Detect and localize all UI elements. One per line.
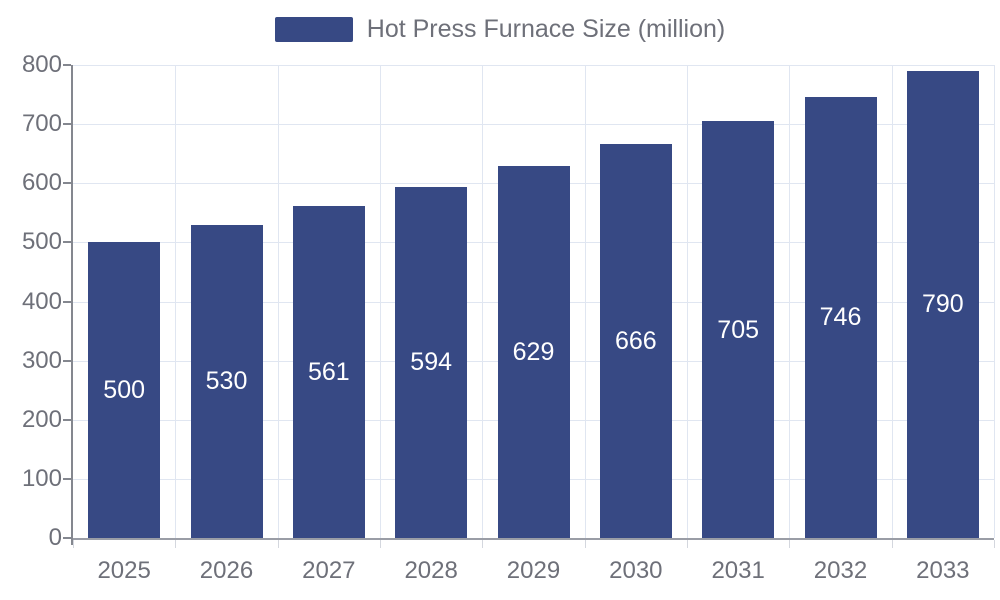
plot-area: 500 530 561 594 629 666 705 746 790 xyxy=(63,64,995,548)
y-axis-tick-label: 800 xyxy=(21,51,62,78)
bar[interactable] xyxy=(599,144,672,538)
x-axis-tick-label: 2033 xyxy=(916,557,970,584)
y-axis-tick-label: 0 xyxy=(48,524,62,551)
x-axis-tick-label: 2025 xyxy=(97,557,151,584)
x-axis-tick xyxy=(380,540,381,548)
y-axis-tick-label: 300 xyxy=(21,346,62,374)
x-axis-tick-label: 2030 xyxy=(609,557,663,584)
x-axis-tick xyxy=(891,540,893,548)
bar[interactable] xyxy=(906,70,979,538)
gridline-horizontal xyxy=(73,124,994,126)
y-axis-tick-label: 700 xyxy=(21,110,62,138)
bar-value-label: 746 xyxy=(819,303,862,332)
bar[interactable] xyxy=(292,206,365,538)
x-axis-tick xyxy=(175,540,177,548)
x-axis-tick xyxy=(482,540,484,548)
bar-value-label: 790 xyxy=(921,290,964,319)
x-axis-tick-label: 2026 xyxy=(199,557,254,584)
legend-label: Hot Press Furnace Size (million) xyxy=(366,15,726,43)
x-axis-tick xyxy=(789,540,791,548)
gridline-vertical xyxy=(175,65,177,538)
x-axis-tick xyxy=(584,540,586,548)
bar-value-label: 561 xyxy=(307,358,350,387)
y-axis-tick xyxy=(63,300,71,303)
bar-value-label: 666 xyxy=(614,327,657,356)
y-axis-line xyxy=(71,65,73,545)
y-axis-tick-label: 100 xyxy=(21,464,62,492)
bar[interactable] xyxy=(190,224,263,538)
bar[interactable] xyxy=(395,186,468,538)
y-axis-tick xyxy=(63,537,71,539)
x-axis-tick-label: 2031 xyxy=(711,557,765,584)
y-axis-tick xyxy=(63,123,71,126)
y-axis-tick xyxy=(63,418,71,421)
gridline-vertical xyxy=(277,65,279,538)
x-axis-line xyxy=(73,538,994,540)
y-axis-tick xyxy=(63,241,71,244)
x-axis-tick xyxy=(277,540,279,548)
gridline-vertical xyxy=(380,65,381,538)
bar[interactable] xyxy=(804,96,877,538)
y-axis-tick-label: 500 xyxy=(21,228,62,256)
y-axis-tick xyxy=(63,182,71,185)
x-axis-tick xyxy=(687,540,688,548)
bar-value-label: 629 xyxy=(512,338,555,367)
bar-value-label: 500 xyxy=(103,376,146,405)
bar[interactable] xyxy=(88,242,161,538)
legend-swatch xyxy=(274,17,353,42)
bar[interactable] xyxy=(497,166,570,538)
gridline-vertical xyxy=(482,65,484,538)
bar-value-label: 530 xyxy=(205,367,248,396)
gridline-vertical xyxy=(994,65,995,538)
gridline-vertical xyxy=(687,65,688,538)
x-axis-tick-label: 2032 xyxy=(813,557,868,584)
x-axis-tick-label: 2029 xyxy=(506,557,561,584)
x-axis-tick xyxy=(994,540,995,548)
y-axis-tick xyxy=(63,64,71,66)
bar-value-label: 705 xyxy=(717,315,760,344)
x-axis-tick xyxy=(73,540,74,548)
legend[interactable]: Hot Press Furnace Size (million) xyxy=(0,15,1000,44)
y-axis-tick xyxy=(63,359,71,362)
gridline-vertical xyxy=(891,65,893,538)
bar[interactable] xyxy=(702,121,775,538)
x-axis-tick-label: 2027 xyxy=(302,557,356,584)
gridline-vertical xyxy=(789,65,791,538)
gridline-vertical xyxy=(584,65,586,538)
y-axis-tick-label: 400 xyxy=(21,287,62,315)
y-axis-tick-label: 200 xyxy=(21,405,62,433)
y-axis-tick xyxy=(63,477,71,480)
bar-value-label: 594 xyxy=(410,348,453,377)
y-axis-tick-label: 600 xyxy=(21,169,62,197)
x-axis-tick-label: 2028 xyxy=(404,557,458,584)
gridline-horizontal xyxy=(73,65,994,66)
